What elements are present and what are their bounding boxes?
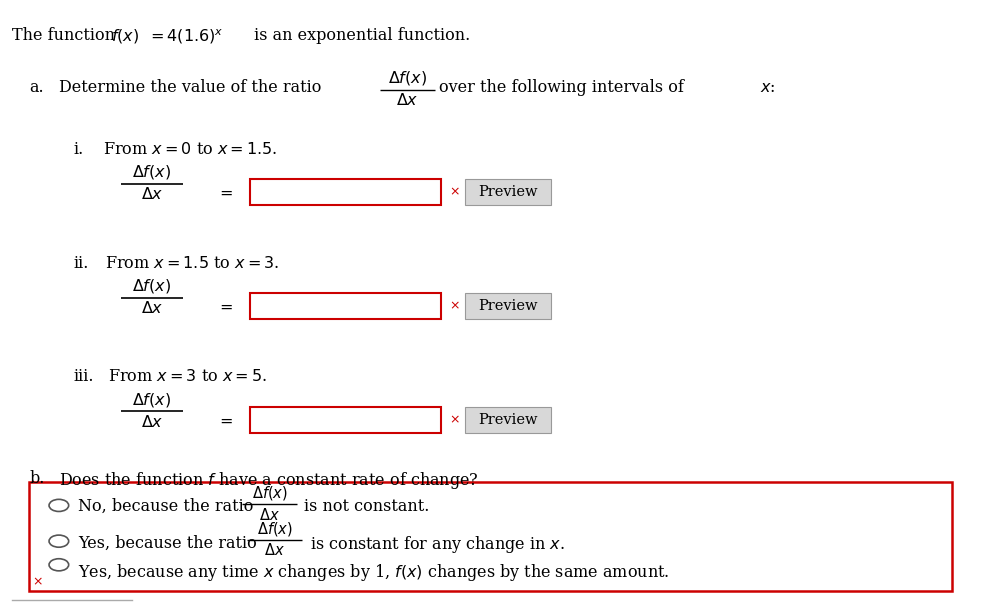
- Text: $\Delta f(x)$: $\Delta f(x)$: [132, 277, 172, 295]
- Text: over the following intervals of: over the following intervals of: [439, 79, 685, 96]
- Text: $\times$: $\times$: [32, 575, 43, 588]
- Text: $\times$: $\times$: [449, 185, 460, 199]
- FancyBboxPatch shape: [465, 407, 551, 433]
- Text: i.: i.: [74, 141, 83, 158]
- Text: $\Delta x$: $\Delta x$: [264, 542, 285, 558]
- Text: The function: The function: [12, 27, 120, 44]
- FancyBboxPatch shape: [465, 293, 551, 319]
- Text: b.: b.: [29, 470, 45, 487]
- Text: iii.: iii.: [74, 368, 94, 385]
- Text: $\Delta x$: $\Delta x$: [259, 507, 281, 522]
- Text: $=$: $=$: [216, 184, 232, 201]
- Text: Yes, because any time $x$ changes by 1, $f(x)$ changes by the same amount.: Yes, because any time $x$ changes by 1, …: [78, 562, 670, 583]
- Text: is not constant.: is not constant.: [304, 498, 430, 515]
- Text: Preview: Preview: [479, 299, 538, 313]
- Text: is constant for any change in $x$.: is constant for any change in $x$.: [310, 534, 565, 556]
- Text: $\Delta f(x)$: $\Delta f(x)$: [132, 391, 172, 409]
- Text: Determine the value of the ratio: Determine the value of the ratio: [59, 79, 321, 96]
- Text: $\times$: $\times$: [449, 299, 460, 313]
- Text: $x$:: $x$:: [760, 79, 776, 96]
- FancyBboxPatch shape: [29, 482, 952, 591]
- Text: Yes, because the ratio: Yes, because the ratio: [78, 534, 257, 551]
- Text: ii.: ii.: [74, 255, 89, 271]
- Text: $\Delta x$: $\Delta x$: [141, 186, 163, 203]
- Text: $= 4(1.6)^x$: $= 4(1.6)^x$: [147, 27, 224, 46]
- Text: $\Delta f(x)$: $\Delta f(x)$: [257, 519, 292, 538]
- FancyBboxPatch shape: [465, 179, 551, 205]
- Text: $\Delta x$: $\Delta x$: [141, 300, 163, 317]
- FancyBboxPatch shape: [250, 179, 441, 205]
- Text: From $x = 1.5$ to $x = 3$.: From $x = 1.5$ to $x = 3$.: [105, 255, 280, 271]
- Text: $\Delta f(x)$: $\Delta f(x)$: [252, 484, 287, 502]
- Text: From $x = 0$ to $x = 1.5$.: From $x = 0$ to $x = 1.5$.: [103, 141, 278, 158]
- Text: $\Delta f(x)$: $\Delta f(x)$: [387, 69, 427, 87]
- Text: $=$: $=$: [216, 411, 232, 428]
- FancyBboxPatch shape: [250, 293, 441, 319]
- Text: Does the function $f$ have a constant rate of change?: Does the function $f$ have a constant ra…: [59, 470, 479, 491]
- Text: No, because the ratio: No, because the ratio: [78, 498, 254, 515]
- Text: $\Delta x$: $\Delta x$: [396, 92, 418, 109]
- Text: $\times$: $\times$: [449, 413, 460, 427]
- Text: $=$: $=$: [216, 298, 232, 315]
- FancyBboxPatch shape: [250, 407, 441, 433]
- Text: Preview: Preview: [479, 413, 538, 427]
- Text: From $x = 3$ to $x = 5$.: From $x = 3$ to $x = 5$.: [108, 368, 267, 385]
- Text: Preview: Preview: [479, 185, 538, 199]
- Text: $f(x)$: $f(x)$: [111, 27, 139, 45]
- Text: $\Delta f(x)$: $\Delta f(x)$: [132, 163, 172, 181]
- Text: $\Delta x$: $\Delta x$: [141, 414, 163, 431]
- Text: is an exponential function.: is an exponential function.: [249, 27, 471, 44]
- Text: a.: a.: [29, 79, 44, 96]
